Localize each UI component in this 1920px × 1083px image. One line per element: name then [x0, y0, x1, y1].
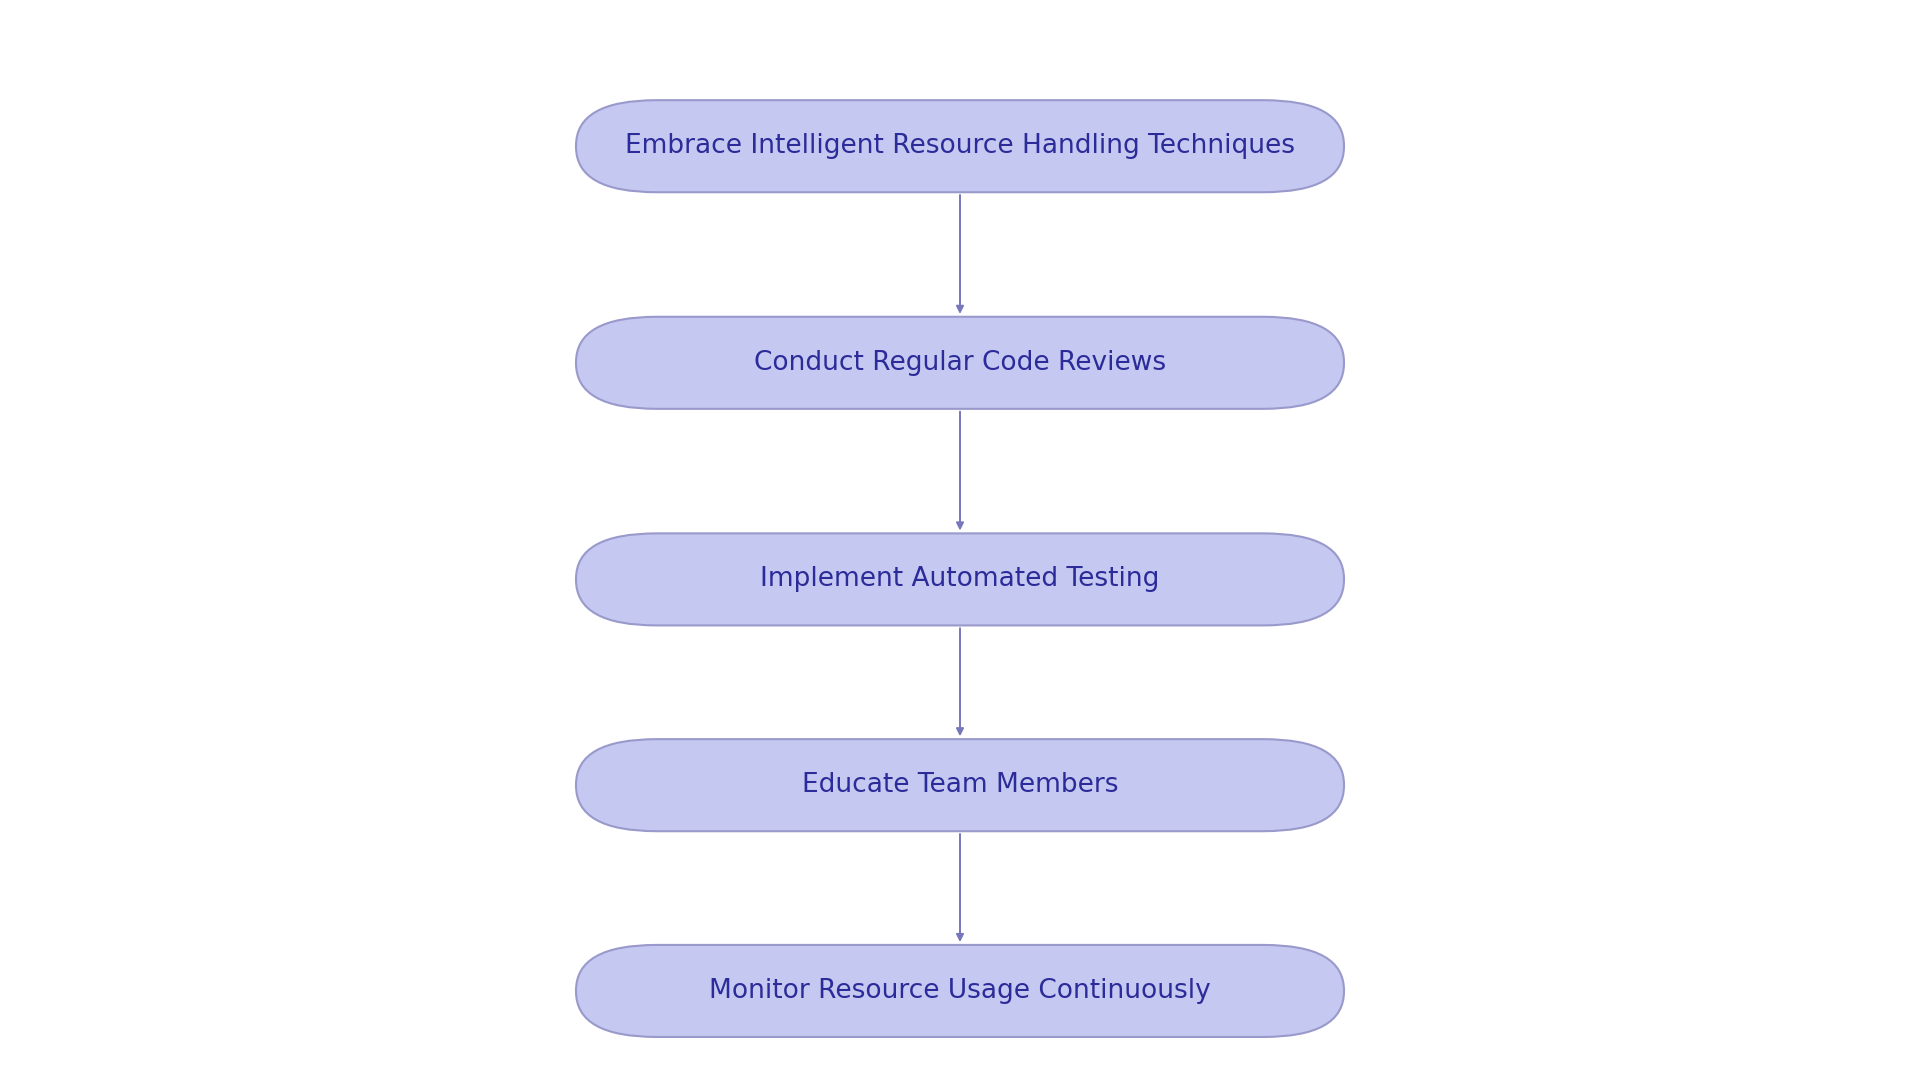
Text: Educate Team Members: Educate Team Members — [803, 772, 1117, 798]
Text: Implement Automated Testing: Implement Automated Testing — [760, 566, 1160, 592]
FancyBboxPatch shape — [576, 944, 1344, 1038]
FancyBboxPatch shape — [576, 533, 1344, 625]
Text: Monitor Resource Usage Continuously: Monitor Resource Usage Continuously — [708, 978, 1212, 1004]
FancyBboxPatch shape — [576, 317, 1344, 409]
FancyBboxPatch shape — [576, 101, 1344, 193]
FancyBboxPatch shape — [576, 739, 1344, 832]
Text: Conduct Regular Code Reviews: Conduct Regular Code Reviews — [755, 350, 1165, 376]
Text: Embrace Intelligent Resource Handling Techniques: Embrace Intelligent Resource Handling Te… — [626, 133, 1294, 159]
